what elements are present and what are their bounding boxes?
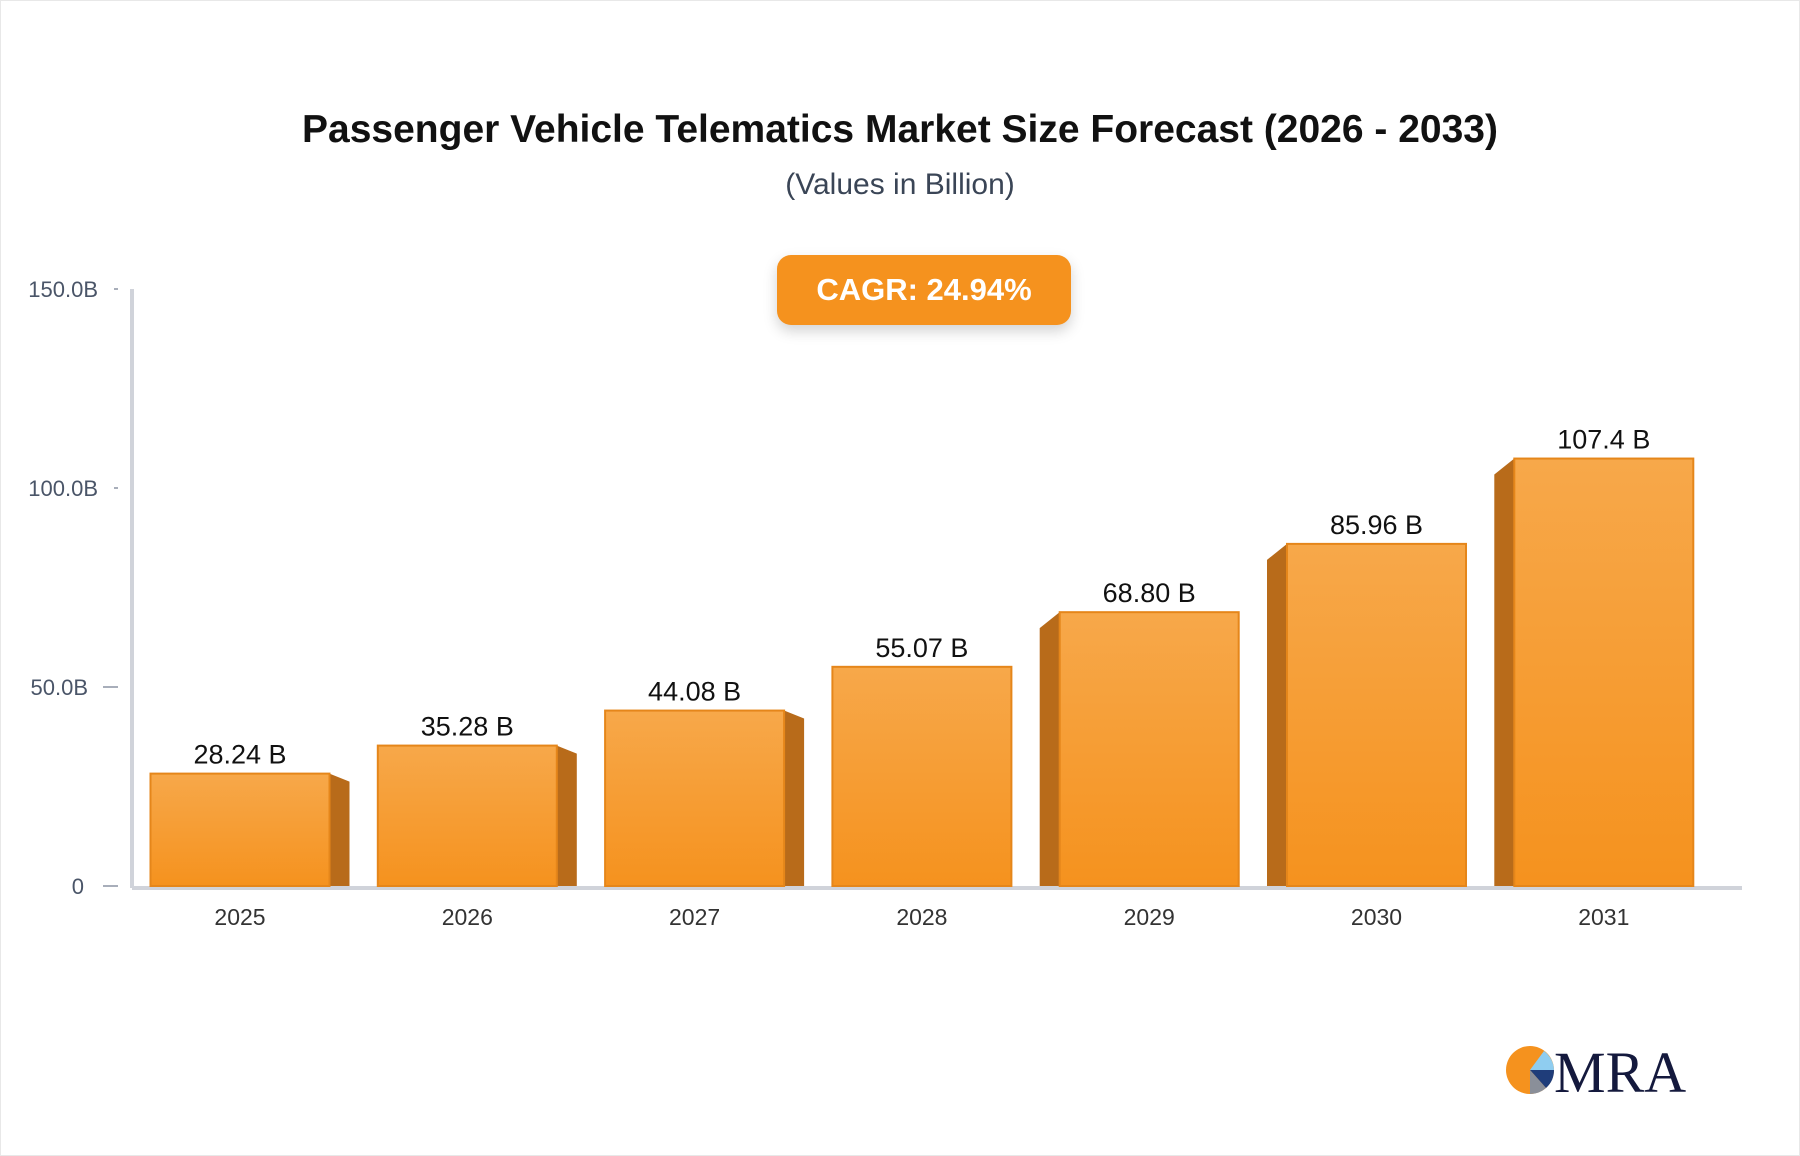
bar (1286, 542, 1467, 887)
bar-side (784, 710, 805, 886)
chart-title: Passenger Vehicle Telematics Market Size… (302, 108, 1498, 151)
svg-text:MRA: MRA (1554, 1040, 1686, 1100)
data-label: 55.07 B (875, 633, 968, 663)
x-tick-label: 2031 (1578, 904, 1629, 930)
bar-side (1494, 458, 1515, 886)
mra-logo: MRA (1504, 1040, 1696, 1100)
data-label: 85.96 B (1330, 510, 1423, 540)
x-tick-label: 2026 (442, 904, 493, 930)
bar (149, 772, 331, 887)
cagr-badge: CAGR: 24.94% (777, 255, 1071, 325)
bar (376, 744, 558, 887)
data-label: 35.28 B (421, 712, 514, 742)
bar (604, 709, 786, 887)
bar-side (1039, 612, 1060, 886)
x-tick-label: 2027 (669, 904, 720, 930)
bar (1058, 611, 1240, 888)
y-tick-label: 150.0B (28, 277, 98, 302)
x-tick-label: 2028 (896, 904, 947, 930)
x-tick-label: 2030 (1351, 904, 1402, 930)
x-tick-label: 2025 (214, 904, 265, 930)
data-label: 107.4 B (1557, 425, 1650, 455)
y-tick-label: 0 (72, 874, 84, 899)
x-tick-label: 2029 (1124, 904, 1175, 930)
data-label: 28.24 B (193, 740, 286, 770)
bar-side (556, 745, 577, 886)
data-label: 68.80 B (1103, 578, 1196, 608)
data-label: 44.08 B (648, 677, 741, 707)
y-tick-label: 100.0B (28, 476, 98, 501)
bar-side (1267, 543, 1287, 886)
y-tick-label: 50.0B (31, 675, 89, 700)
bar (831, 665, 1013, 888)
bar (1513, 457, 1695, 887)
chart-subtitle: (Values in Billion) (785, 168, 1015, 201)
bar-side (329, 773, 350, 886)
